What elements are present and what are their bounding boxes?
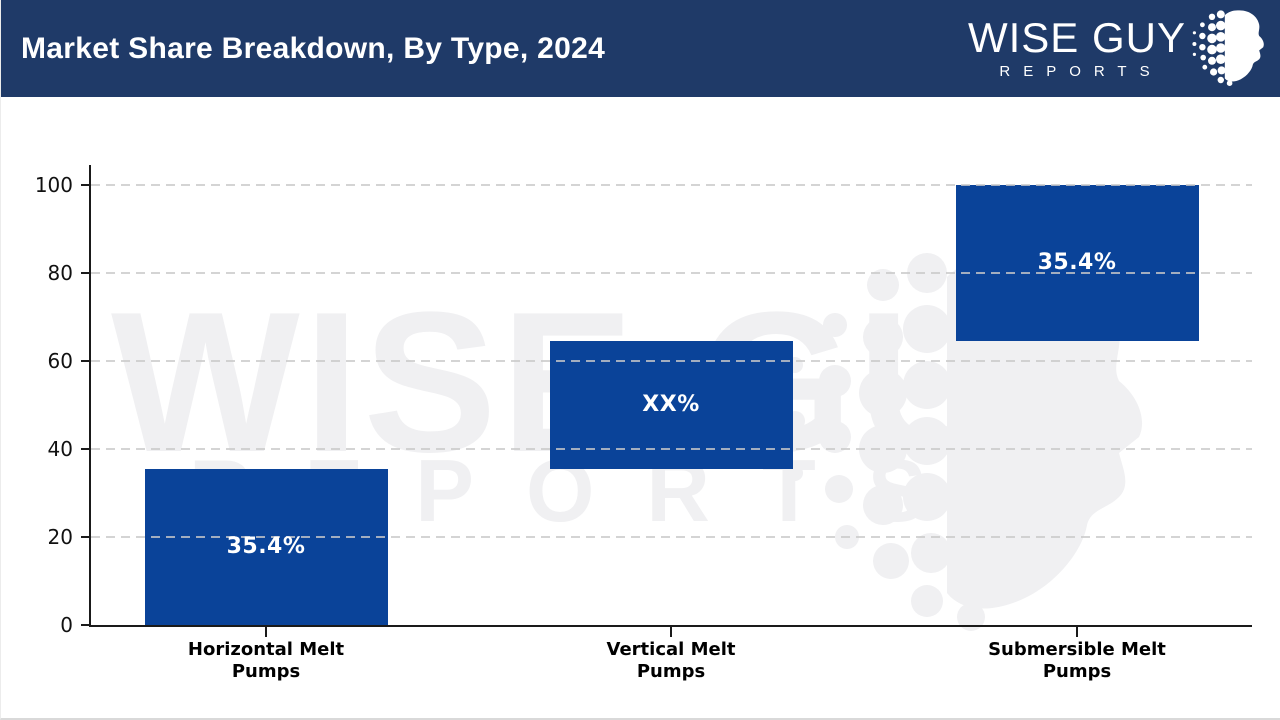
wise-guy-logo: WISE GUY REPORTS [968,5,1268,91]
bar-segment-1 [144,469,388,625]
logo-wordmark: WISE GUY REPORTS [967,14,1186,80]
header-bar: Market Share Breakdown, By Type, 2024 WI… [1,0,1280,97]
y-tick-label-0: 0 [60,613,73,637]
chart-area: WISE GUY REPORTS 0 20 40 60 80 100 35.4% XX% 35.… [1,97,1280,718]
y-tick-40 [81,448,89,450]
y-tick-0 [81,624,89,626]
y-tick-80 [81,272,89,274]
y-tick-label-20: 20 [47,525,73,549]
gridline-20 [91,536,1252,538]
plot-area: 0 20 40 60 80 100 35.4% XX% 35.4% Horizontal Melt… [35,165,1252,682]
x-category-label-3: Submersible Melt Pumps [988,639,1166,682]
bar-value-label-2: XX% [642,392,700,417]
y-tick-label-80: 80 [47,261,73,285]
y-tick-60 [81,360,89,362]
bar-value-label-1: 35.4% [226,534,306,560]
x-tick-2 [670,627,672,637]
logo-wordmark-line1: WISE GUY [967,14,1186,62]
y-tick-100 [81,184,89,186]
logo-wordmark-line2: REPORTS [999,62,1163,80]
x-tick-1 [265,627,267,637]
chart-title: Market Share Breakdown, By Type, 2024 [21,31,606,65]
x-category-label-2: Vertical Melt Pumps [606,639,736,682]
gridline-100 [91,184,1252,186]
bar-value-label-3: 35.4% [1037,249,1117,275]
gridline-40 [91,448,1252,450]
y-tick-label-60: 60 [47,349,73,373]
bar-segment-2 [549,340,793,470]
y-tick-20 [81,536,89,538]
x-tick-3 [1076,627,1078,637]
y-tick-label-100: 100 [34,173,73,197]
gridline-60 [91,360,1252,362]
gridline-80 [91,272,1252,274]
x-category-label-1: Horizontal Melt Pumps [187,639,345,682]
logo-head-icon [1192,10,1264,86]
y-tick-label-40: 40 [47,437,73,461]
